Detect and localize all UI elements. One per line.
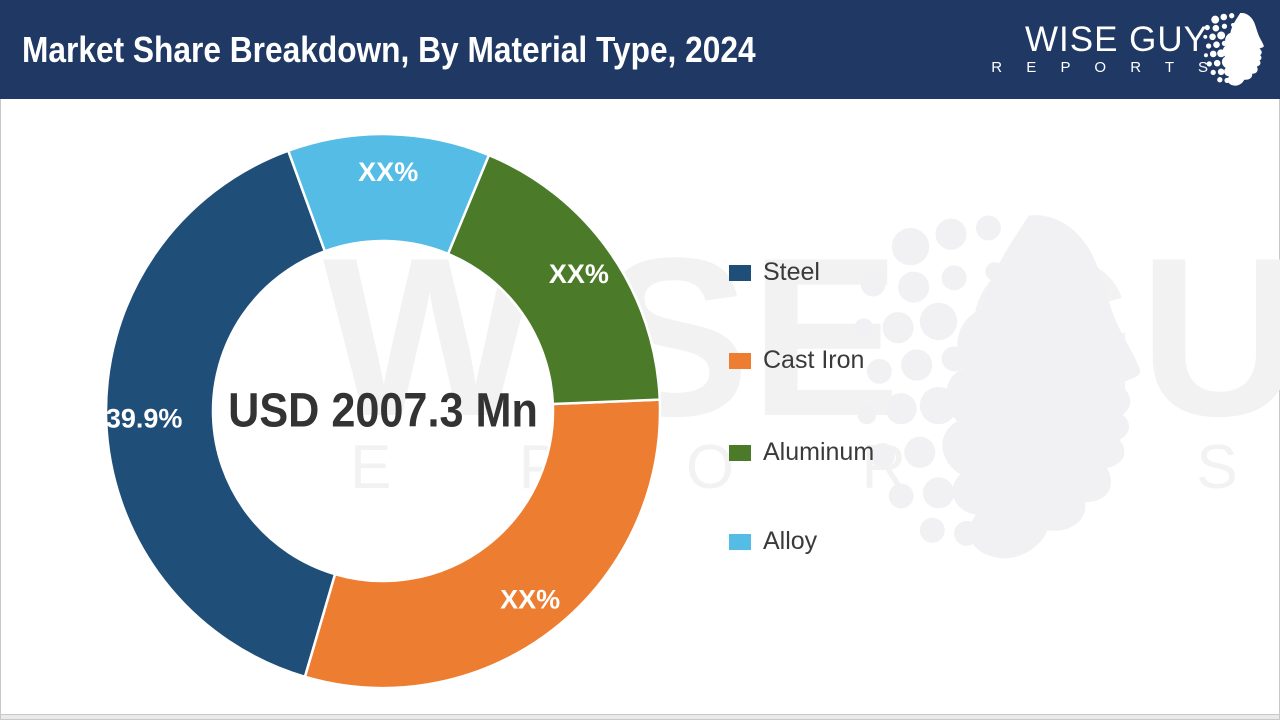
legend-swatch-aluminum bbox=[729, 444, 751, 461]
logo-face-icon bbox=[1202, 8, 1268, 92]
slice-label-aluminum: XX% bbox=[549, 259, 609, 289]
donut-slice-steel bbox=[104, 149, 337, 679]
slice-label-cast-iron: XX% bbox=[500, 584, 560, 614]
legend-swatch-alloy bbox=[729, 533, 751, 550]
slice-label-steel: 39.9% bbox=[106, 404, 183, 434]
bottom-strip bbox=[1, 714, 1279, 719]
donut-slice-aluminum bbox=[446, 153, 662, 406]
legend-swatch-cast-iron bbox=[729, 352, 751, 369]
slice-label-alloy: XX% bbox=[358, 157, 418, 187]
legend-item-aluminum: Aluminum bbox=[729, 439, 874, 466]
donut-slice-cast-iron bbox=[303, 398, 662, 690]
legend-item-cast-iron: Cast Iron bbox=[729, 347, 864, 374]
legend: Steel Cast Iron Aluminum Alloy bbox=[729, 259, 1059, 559]
center-value: USD 2007.3 Mn bbox=[228, 384, 538, 438]
legend-label-steel: Steel bbox=[763, 258, 820, 286]
legend-label-alloy: Alloy bbox=[763, 527, 818, 555]
legend-label-aluminum: Aluminum bbox=[763, 438, 875, 466]
legend-label-cast-iron: Cast Iron bbox=[763, 346, 865, 374]
donut-slice-alloy bbox=[287, 132, 491, 256]
logo-reports-text: R E P O R T S bbox=[991, 59, 1218, 76]
logo-wordmark: WISE GUY bbox=[1024, 20, 1208, 59]
page-title: Market Share Breakdown, By Material Type… bbox=[22, 29, 756, 70]
legend-swatch-steel bbox=[729, 264, 751, 281]
logo: WISE GUY R E P O R T S bbox=[991, 21, 1208, 76]
header-bar: Market Share Breakdown, By Material Type… bbox=[0, 0, 1280, 99]
legend-item-steel: Steel bbox=[729, 259, 820, 286]
legend-item-alloy: Alloy bbox=[729, 528, 817, 555]
